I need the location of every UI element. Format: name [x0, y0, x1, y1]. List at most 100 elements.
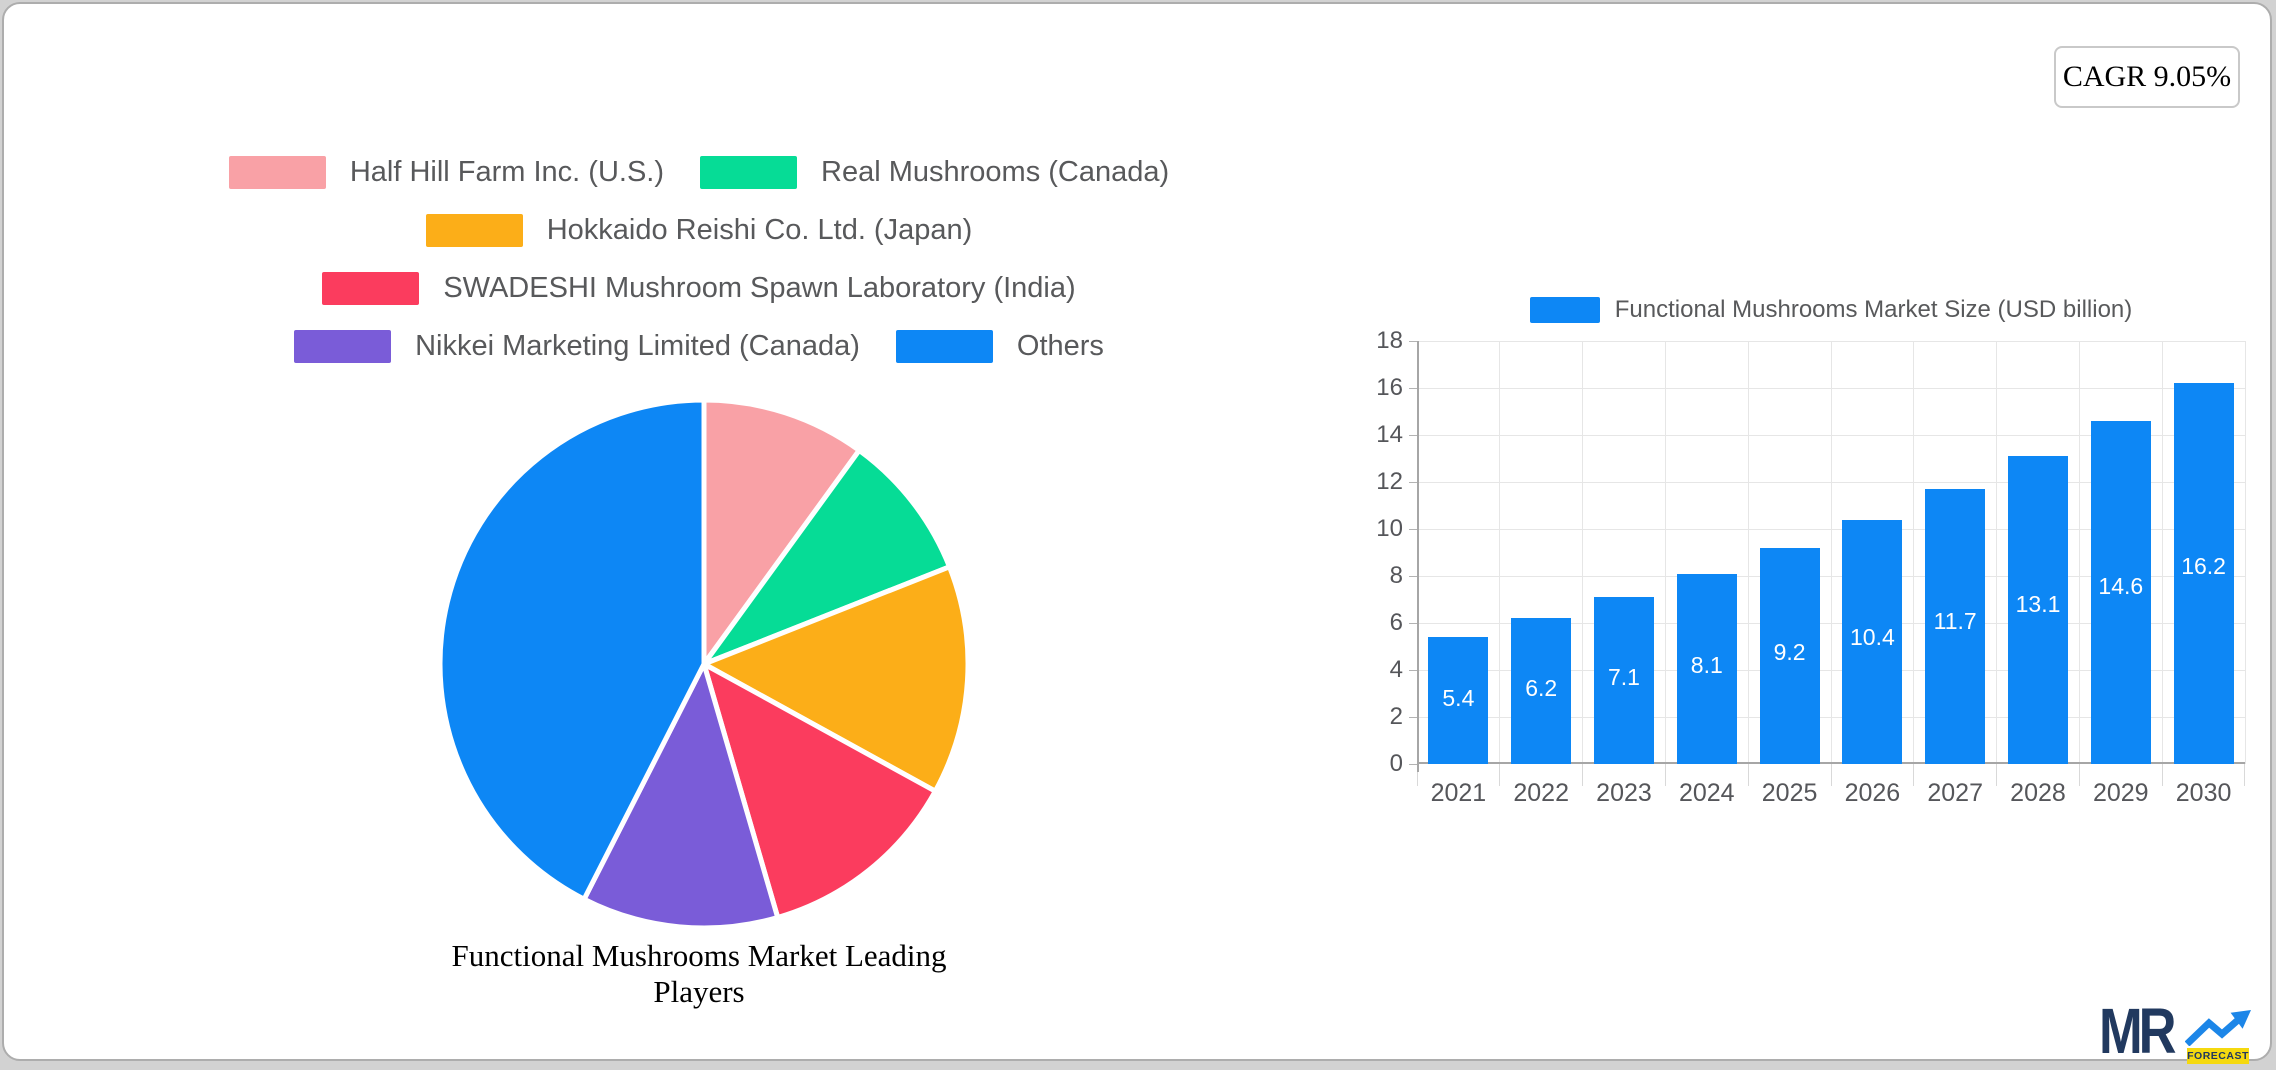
- y-axis-tick: [1409, 622, 1417, 624]
- pie-legend: Half Hill Farm Inc. (U.S.) Real Mushrooms…: [139, 156, 1259, 363]
- legend-item-4[interactable]: Nikkei Marketing Limited (Canada): [294, 330, 860, 363]
- v-gridline: [1996, 341, 1998, 764]
- legend-item-label: Half Hill Farm Inc. (U.S.): [349, 156, 665, 188]
- legend-swatch-icon: [228, 156, 326, 189]
- bar-legend-swatch-icon: [1529, 297, 1600, 323]
- pie-slice-4[interactable]: [581, 661, 781, 931]
- logo-forecast-badge: FORECAST: [2187, 1048, 2249, 1064]
- bar-value-label: 6.2: [1525, 675, 1558, 702]
- y-axis-line: [1417, 341, 1419, 772]
- legend-item-label: Hokkaido Reishi Co. Ltd. (Japan): [546, 214, 973, 246]
- v-gridline: [1582, 341, 1584, 764]
- pie-slice-0[interactable]: [701, 397, 862, 667]
- pie-slice-1[interactable]: [701, 447, 952, 667]
- legend-swatch-icon: [700, 156, 798, 189]
- y-axis-label: 2: [1389, 703, 1403, 730]
- legend-item-0[interactable]: Half Hill Farm Inc. (U.S.): [228, 156, 665, 189]
- legend-item-5[interactable]: Others: [895, 330, 1104, 363]
- x-axis-line: [1417, 762, 2245, 764]
- x-axis-label: 2026: [1844, 779, 1901, 807]
- bar-2026[interactable]: [1842, 519, 1903, 764]
- bar-legend[interactable]: Functional Mushrooms Market Size (USD bi…: [1417, 296, 2245, 324]
- x-axis-label: 2028: [2010, 779, 2066, 807]
- x-axis-tick: [1582, 764, 1584, 786]
- x-axis-tick: [1747, 764, 1749, 786]
- mr-forecast-logo: MR FORECAST: [2099, 995, 2269, 1067]
- y-axis-label: 18: [1376, 327, 1403, 354]
- bar-2024[interactable]: [1676, 573, 1737, 764]
- bar-2022[interactable]: [1511, 618, 1572, 764]
- legend-item-label: SWADESHI Mushroom Spawn Laboratory (Indi…: [443, 272, 1076, 304]
- x-axis-tick: [1830, 764, 1832, 786]
- y-axis-label: 12: [1376, 468, 1403, 495]
- v-gridline: [1913, 341, 1915, 764]
- y-axis-tick: [1409, 669, 1417, 671]
- x-axis-tick: [2243, 764, 2245, 786]
- pie-legend-row: Nikkei Marketing Limited (Canada) Others: [294, 330, 1104, 363]
- y-axis-tick: [1409, 340, 1417, 342]
- bar-2029[interactable]: [2090, 420, 2151, 764]
- pie-slice-2[interactable]: [701, 564, 971, 794]
- bar-value-label: 9.2: [1773, 638, 1806, 665]
- bar-2030[interactable]: [2173, 383, 2234, 764]
- y-axis-tick: [1409, 716, 1417, 718]
- v-gridline: [1747, 341, 1749, 764]
- v-gridline: [1499, 341, 1501, 764]
- bar-value-label: 13.1: [2015, 590, 2061, 617]
- bar-value-label: 10.4: [1850, 623, 1895, 650]
- pie-legend-row: Half Hill Farm Inc. (U.S.) Real Mushrooms…: [228, 156, 1169, 189]
- trend-arrow-icon: [2185, 1010, 2251, 1046]
- legend-item-1[interactable]: Real Mushrooms (Canada): [700, 156, 1169, 189]
- bar-2025[interactable]: [1759, 547, 1820, 764]
- legend-item-label: Others: [1016, 330, 1104, 362]
- v-gridline: [2244, 341, 2246, 764]
- x-axis-label: 2025: [1761, 779, 1818, 807]
- y-axis-tick: [1409, 575, 1417, 577]
- x-axis-tick: [1664, 764, 1666, 786]
- x-axis-tick: [1996, 764, 1998, 786]
- v-gridline: [1664, 341, 1666, 764]
- v-gridline: [1830, 341, 1832, 764]
- bar-value-label: 7.1: [1608, 664, 1640, 691]
- bar-value-label: 11.7: [1933, 608, 1977, 635]
- trend-arrow-head: [2230, 1010, 2251, 1029]
- bar-legend-label: Functional Mushrooms Market Size (USD bi…: [1614, 296, 2133, 323]
- bar-value-label: 14.6: [2098, 572, 2144, 599]
- bar-value-label: 5.4: [1442, 685, 1475, 712]
- pie-legend-row: SWADESHI Mushroom Spawn Laboratory (Indi…: [322, 272, 1076, 305]
- x-axis-tick: [2078, 764, 2080, 786]
- x-axis-tick: [1913, 764, 1915, 786]
- x-axis-tick: [1416, 764, 1418, 786]
- legend-item-2[interactable]: Hokkaido Reishi Co. Ltd. (Japan): [425, 214, 973, 247]
- x-axis-label: 2029: [2092, 779, 2149, 807]
- x-axis-label: 2021: [1430, 779, 1487, 807]
- x-axis-tick: [1499, 764, 1501, 786]
- legend-swatch-icon: [294, 330, 392, 363]
- bar-2028[interactable]: [2008, 456, 2068, 764]
- y-axis-label: 4: [1389, 656, 1403, 683]
- logo-mr-text: MR: [2099, 995, 2176, 1067]
- y-axis-label: 8: [1389, 562, 1403, 589]
- v-gridline: [2161, 341, 2163, 764]
- x-axis-tick: [2161, 764, 2163, 786]
- v-gridline: [2078, 341, 2080, 764]
- bar-2027[interactable]: [1925, 489, 1986, 764]
- legend-item-3[interactable]: SWADESHI Mushroom Spawn Laboratory (Indi…: [322, 272, 1076, 305]
- legend-item-label: Nikkei Marketing Limited (Canada): [415, 330, 860, 362]
- x-axis-label: 2023: [1596, 779, 1652, 807]
- x-axis-label: 2022: [1513, 779, 1569, 807]
- y-axis-label: 10: [1376, 515, 1403, 542]
- bar-chart: 0 2 4 6 8 10 12 14 16 18 5.4 2021 6.2 2022 7.1 2023 8.1 2…: [1376, 327, 2246, 807]
- bar-2021[interactable]: [1428, 637, 1489, 764]
- pie-slice-5[interactable]: [437, 397, 707, 902]
- x-axis-label: 2024: [1678, 779, 1735, 807]
- cagr-badge: CAGR 9.05%: [2054, 46, 2240, 108]
- pie-chart-title: Functional Mushrooms Market Leading Play…: [451, 938, 947, 1009]
- y-axis-label: 6: [1389, 609, 1403, 636]
- bar-2023[interactable]: [1594, 597, 1654, 764]
- legend-item-label: Real Mushrooms (Canada): [821, 156, 1170, 188]
- bar-value-label: 8.1: [1690, 652, 1723, 679]
- legend-swatch-icon: [322, 272, 420, 305]
- x-axis-label: 2027: [1927, 779, 1983, 807]
- y-axis-tick: [1409, 763, 1417, 765]
